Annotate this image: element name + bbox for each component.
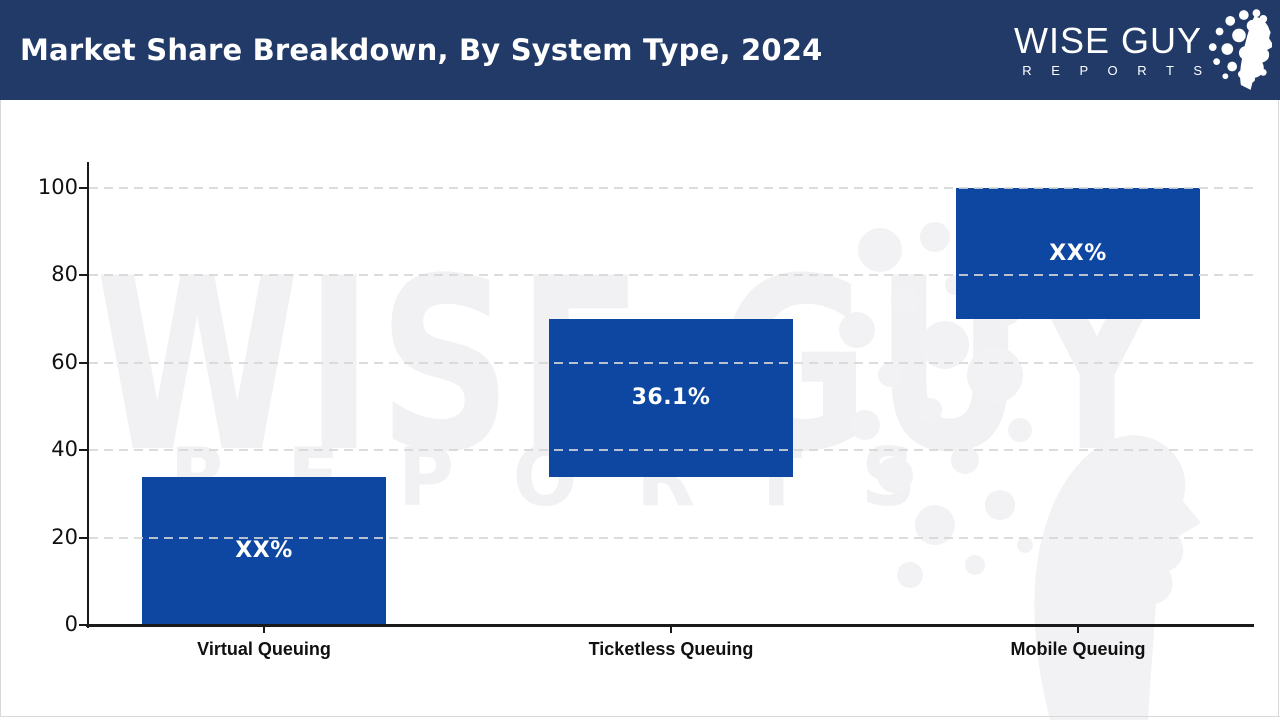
y-tick-label-80: 80	[51, 262, 78, 286]
y-tick-mark-20	[79, 536, 87, 539]
figure-border-left	[0, 100, 1, 717]
gridline-60	[89, 361, 1253, 364]
gridline-80	[89, 274, 1253, 276]
figure-border-bottom	[0, 716, 1280, 717]
y-tick-mark-60	[79, 361, 87, 364]
x-category-label-2: Mobile Queuing	[1010, 639, 1146, 659]
y-tick-mark-0	[79, 624, 87, 626]
gridline-20	[89, 536, 1253, 539]
x-tick-mark-0	[263, 625, 265, 633]
y-tick-mark-100	[79, 186, 87, 189]
chart-area: WISE GUY REPORTS 020406080100XX%Virtual …	[0, 100, 1280, 720]
gridline-100	[89, 186, 1253, 189]
bar-mobile-queuing: XX%	[956, 187, 1200, 319]
x-tick-mark-2	[1077, 625, 1079, 633]
bar-value-label: 36.1%	[631, 385, 711, 411]
brand-logo-text: WISE GUY R E P O R T S	[1013, 19, 1202, 78]
y-axis-line	[87, 162, 89, 628]
y-tick-label-60: 60	[51, 349, 78, 374]
gridline-40	[89, 449, 1253, 451]
header-bar: Market Share Breakdown, By System Type, …	[0, 0, 1280, 100]
x-tick-mark-1	[670, 625, 672, 633]
y-tick-label-0: 0	[64, 612, 78, 636]
bar-virtual-queuing: XX%	[142, 476, 386, 625]
x-category-label-0: Virtual Queuing	[197, 639, 331, 659]
y-tick-mark-80	[79, 274, 87, 276]
bar-value-label: XX%	[1049, 240, 1107, 266]
y-tick-label-20: 20	[51, 524, 78, 549]
x-category-label-1: Ticketless Queuing	[588, 639, 754, 659]
brand-subname: R E P O R T S	[1022, 62, 1210, 78]
figure-border-right	[1278, 100, 1279, 717]
brand-logo: WISE GUY R E P O R T S	[1014, 0, 1272, 100]
y-tick-label-40: 40	[51, 437, 78, 461]
y-tick-label-100: 100	[37, 174, 78, 199]
bar-value-label: XX%	[235, 538, 293, 564]
brand-name: WISE GUY	[1013, 19, 1202, 61]
watermark-face-icon	[839, 222, 1201, 720]
bar-ticketless-queuing: 36.1%	[549, 318, 793, 477]
dotted-face-icon	[1208, 9, 1272, 90]
page-title: Market Share Breakdown, By System Type, …	[20, 33, 823, 67]
y-tick-mark-40	[79, 449, 87, 451]
